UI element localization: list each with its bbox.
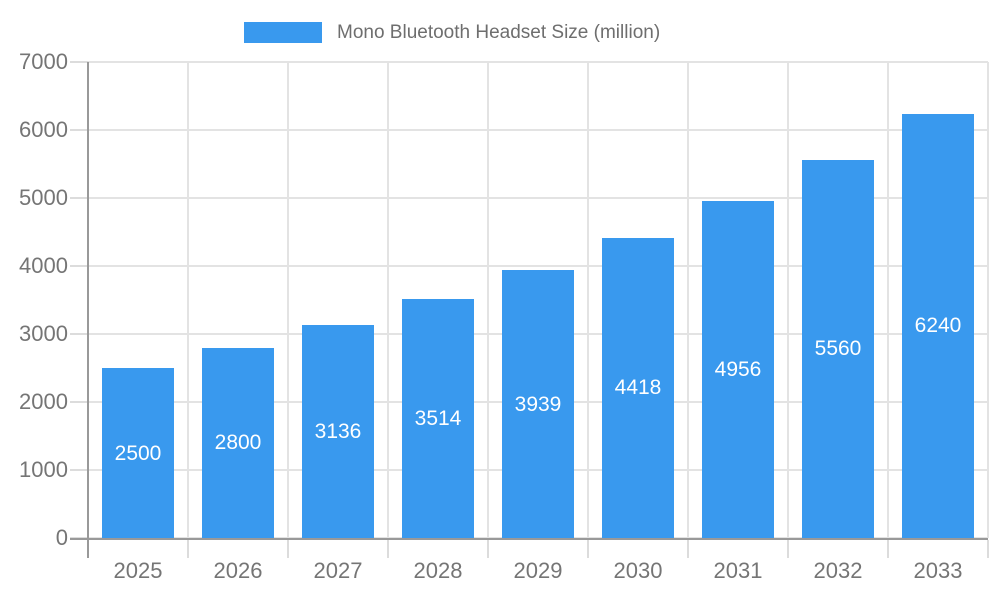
x-axis-tick-label: 2031 [713, 558, 763, 583]
y-axis-tick-label: 5000 [19, 185, 68, 210]
x-axis-tick-label: 2029 [513, 558, 563, 583]
y-tick-mark [70, 401, 88, 403]
chart-legend[interactable]: Mono Bluetooth Headset Size (million) [244, 22, 660, 43]
legend-swatch-icon [244, 22, 322, 43]
bar-value-label: 3136 [314, 419, 362, 443]
x-gridline [387, 62, 389, 538]
x-axis-line [70, 538, 988, 540]
y-gridline [88, 129, 988, 131]
bar-value-label: 3514 [414, 407, 462, 431]
x-gridline [487, 62, 489, 538]
y-axis-tick-label: 1000 [19, 457, 68, 482]
x-axis-tick-label: 2033 [913, 558, 963, 583]
bar: 5560 [802, 159, 874, 538]
x-gridline [787, 62, 789, 538]
x-tick-mark [887, 540, 889, 558]
y-axis-tick-label: 7000 [19, 49, 68, 74]
y-gridline [88, 197, 988, 199]
bar-value-label: 6240 [914, 314, 962, 338]
bar-value-label: 4418 [614, 376, 662, 400]
y-tick-mark [70, 129, 88, 131]
y-tick-mark [70, 265, 88, 267]
x-tick-mark [387, 540, 389, 558]
bar: 3136 [302, 324, 374, 538]
bar: 2800 [202, 347, 274, 538]
y-axis-tick-label: 4000 [19, 253, 68, 278]
y-axis-tick-label: 6000 [19, 117, 68, 142]
x-axis-tick-label: 2030 [613, 558, 663, 583]
y-axis-tick-label: 0 [55, 525, 68, 550]
x-axis-tick-label: 2026 [213, 558, 263, 583]
y-gridline [88, 61, 988, 63]
y-tick-mark [70, 61, 88, 63]
bar: 6240 [902, 113, 974, 538]
x-gridline [887, 62, 889, 538]
legend-label: Mono Bluetooth Headset Size (million) [337, 21, 661, 43]
x-axis-tick-label: 2025 [113, 558, 163, 583]
x-tick-mark [687, 540, 689, 558]
bar-value-label: 2800 [214, 431, 262, 455]
x-axis-tick-label: 2028 [413, 558, 463, 583]
x-tick-mark [187, 540, 189, 558]
bar-value-label: 4956 [714, 357, 762, 381]
bar-value-label: 2500 [114, 441, 162, 465]
y-gridline [88, 265, 988, 267]
bar: 2500 [102, 368, 174, 538]
x-tick-mark [987, 540, 989, 558]
bar: 3939 [502, 270, 574, 538]
x-tick-mark [487, 540, 489, 558]
x-gridline [587, 62, 589, 538]
x-gridline [187, 62, 189, 538]
x-tick-mark [787, 540, 789, 558]
bar: 4956 [702, 200, 774, 538]
y-tick-mark [70, 197, 88, 199]
x-tick-mark [287, 540, 289, 558]
y-axis-tick-label: 3000 [19, 321, 68, 346]
bar: 3514 [402, 299, 474, 538]
y-tick-mark [70, 469, 88, 471]
x-gridline [287, 62, 289, 538]
x-tick-mark [587, 540, 589, 558]
x-axis-tick-label: 2032 [813, 558, 863, 583]
x-gridline [987, 62, 989, 538]
bar-value-label: 3939 [514, 392, 562, 416]
y-tick-mark [70, 333, 88, 335]
x-gridline [687, 62, 689, 538]
bar: 4418 [602, 237, 674, 538]
x-axis-tick-label: 2027 [313, 558, 363, 583]
y-axis-line [87, 62, 89, 558]
y-axis-tick-label: 2000 [19, 389, 68, 414]
bar-value-label: 5560 [814, 337, 862, 361]
